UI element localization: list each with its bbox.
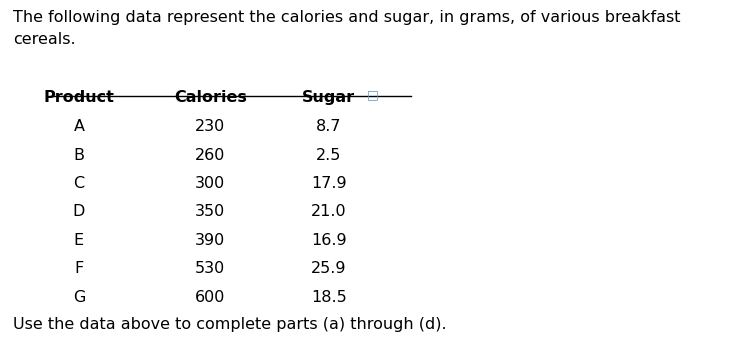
Text: 530: 530 (195, 261, 225, 276)
Text: 16.9: 16.9 (311, 233, 346, 248)
Text: B: B (73, 148, 84, 163)
Text: The following data represent the calories and sugar, in grams, of various breakf: The following data represent the calorie… (13, 10, 681, 47)
Text: G: G (73, 290, 85, 304)
Text: Calories: Calories (174, 90, 247, 105)
Text: 600: 600 (195, 290, 226, 304)
Text: Sugar: Sugar (302, 90, 355, 105)
Text: D: D (73, 204, 85, 219)
Text: 350: 350 (195, 204, 225, 219)
Text: 8.7: 8.7 (316, 119, 341, 134)
Text: F: F (75, 261, 84, 276)
Text: 17.9: 17.9 (311, 176, 346, 191)
Text: 21.0: 21.0 (311, 204, 346, 219)
Text: Product: Product (44, 90, 114, 105)
Text: 25.9: 25.9 (311, 261, 346, 276)
Text: C: C (73, 176, 84, 191)
Text: E: E (74, 233, 84, 248)
Text: A: A (73, 119, 84, 134)
Text: 230: 230 (195, 119, 225, 134)
Text: 300: 300 (195, 176, 225, 191)
Text: 2.5: 2.5 (316, 148, 341, 163)
Text: 18.5: 18.5 (311, 290, 346, 304)
Text: Use the data above to complete parts (a) through (d).: Use the data above to complete parts (a)… (13, 317, 447, 332)
Text: 260: 260 (195, 148, 226, 163)
Text: □: □ (367, 88, 379, 101)
Text: 390: 390 (195, 233, 225, 248)
